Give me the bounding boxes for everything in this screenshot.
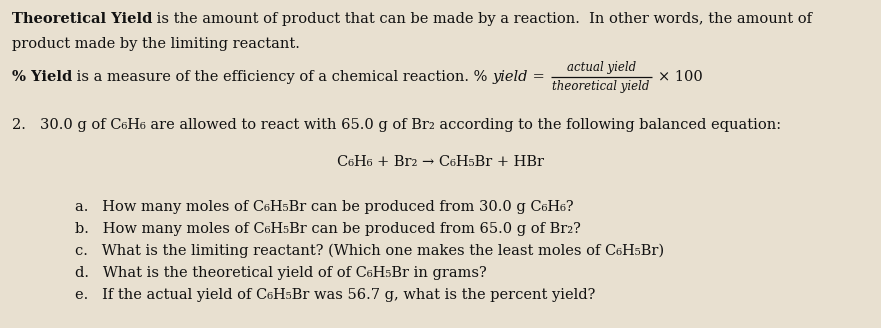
Text: 2.: 2. xyxy=(12,118,26,132)
Text: Theoretical Yield: Theoretical Yield xyxy=(12,12,152,26)
Text: 30.0 g of C₆H₆ are allowed to react with 65.0 g of Br₂ according to the followin: 30.0 g of C₆H₆ are allowed to react with… xyxy=(40,118,781,132)
Text: % Yield: % Yield xyxy=(12,70,72,84)
Text: c.   What is the limiting reactant? (Which one makes the least moles of C₆H₅Br): c. What is the limiting reactant? (Which… xyxy=(75,244,664,258)
Text: product made by the limiting reactant.: product made by the limiting reactant. xyxy=(12,37,300,51)
Text: b.   How many moles of C₆H₅Br can be produced from 65.0 g of Br₂?: b. How many moles of C₆H₅Br can be produ… xyxy=(75,222,581,236)
Text: × 100: × 100 xyxy=(658,70,703,84)
Text: a.   How many moles of C₆H₅Br can be produced from 30.0 g C₆H₆?: a. How many moles of C₆H₅Br can be produ… xyxy=(75,200,574,214)
Text: actual yield: actual yield xyxy=(566,61,636,74)
Text: is a measure of the efficiency of a chemical reaction. %: is a measure of the efficiency of a chem… xyxy=(72,70,492,84)
Text: C₆H₆ + Br₂ → C₆H₅Br + HBr: C₆H₆ + Br₂ → C₆H₅Br + HBr xyxy=(337,155,544,169)
Text: theoretical yield: theoretical yield xyxy=(552,80,650,93)
Text: e.   If the actual yield of C₆H₅Br was 56.7 g, what is the percent yield?: e. If the actual yield of C₆H₅Br was 56.… xyxy=(75,288,596,302)
Text: d.   What is the theoretical yield of of C₆H₅Br in grams?: d. What is the theoretical yield of of C… xyxy=(75,266,486,280)
Text: yield: yield xyxy=(492,70,528,84)
Text: =: = xyxy=(528,70,544,84)
Text: is the amount of product that can be made by a reaction.  In other words, the am: is the amount of product that can be mad… xyxy=(152,12,812,26)
